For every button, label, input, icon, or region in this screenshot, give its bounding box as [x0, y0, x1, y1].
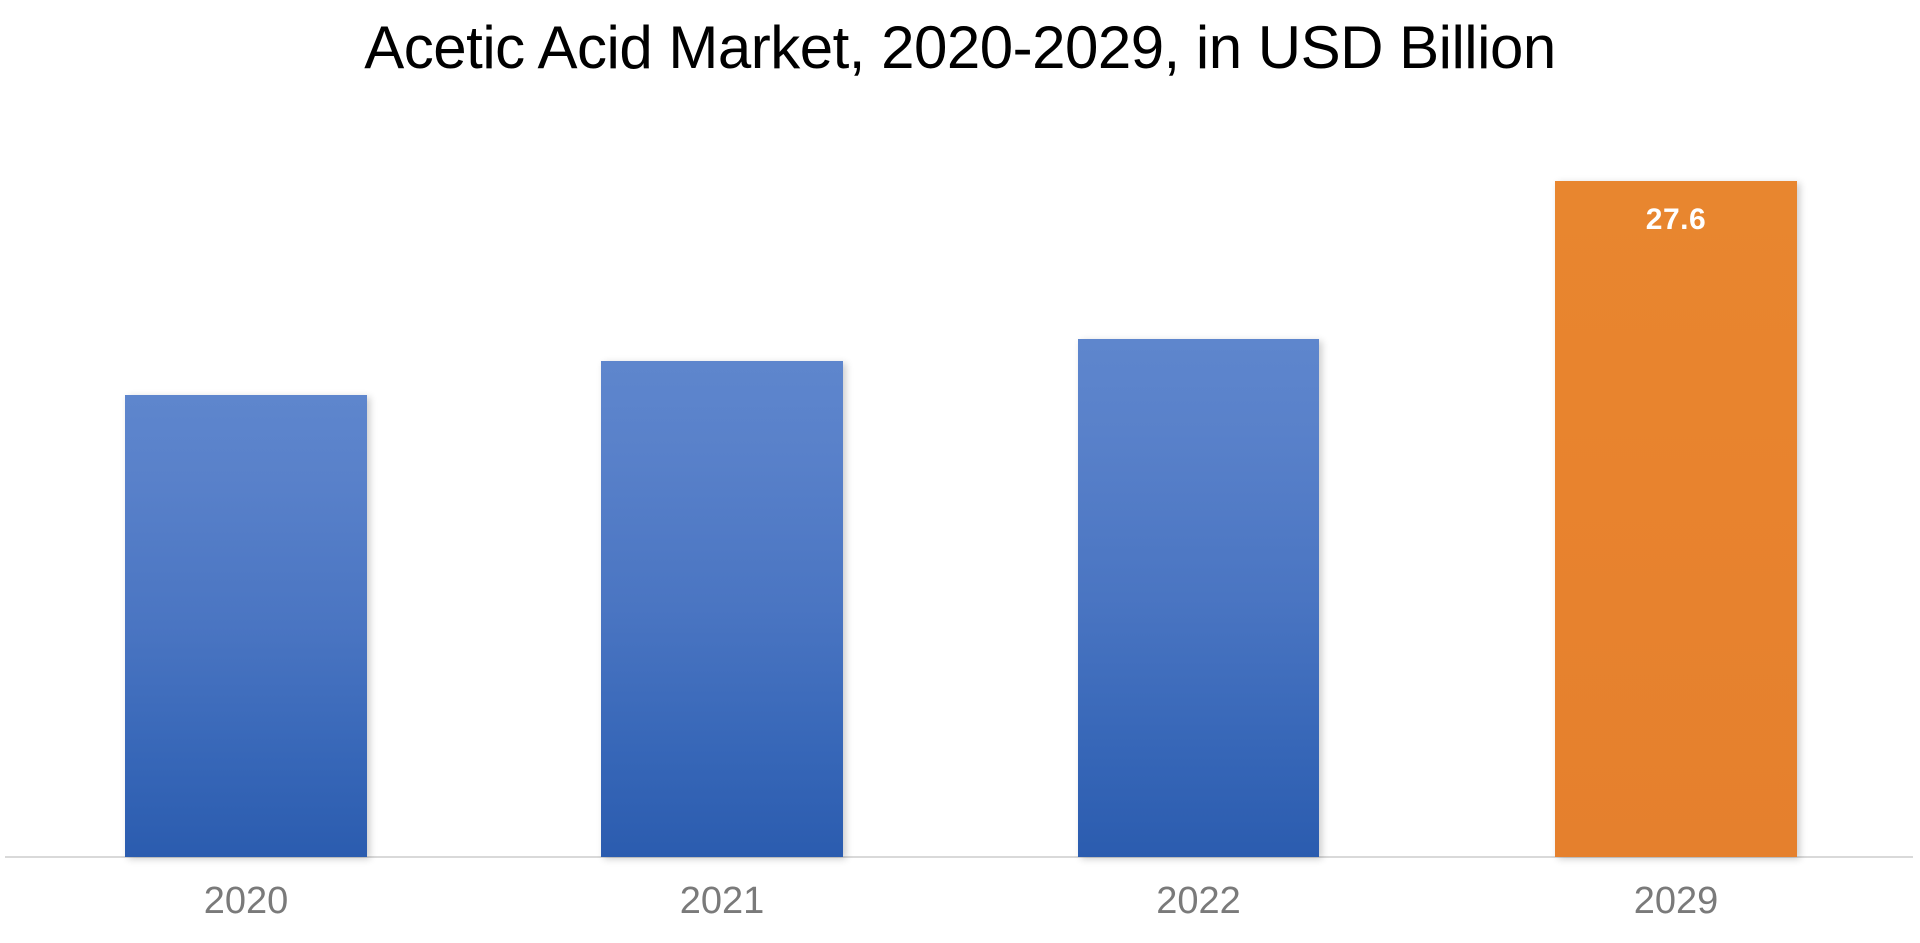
bar-value-label-2029: 27.6	[1645, 203, 1707, 236]
chart-title: Acetic Acid Market, 2020-2029, in USD Bi…	[364, 14, 1556, 81]
bar-group-2021: 2021	[601, 0, 843, 943]
category-label-2020: 2020	[203, 880, 289, 922]
category-label-2029: 2029	[1633, 880, 1719, 922]
bar-2021[interactable]	[601, 361, 843, 857]
bar-group-2029: 27.6 2029	[1555, 0, 1797, 943]
category-label-2022: 2022	[1156, 880, 1241, 922]
bar-group-2020: 2020	[125, 0, 367, 943]
bar-2022[interactable]	[1078, 339, 1319, 857]
bar-group-2022: 2022	[1078, 0, 1319, 943]
x-axis-line	[5, 856, 1913, 858]
bar-2029[interactable]: 27.6	[1555, 181, 1797, 857]
category-label-2021: 2021	[679, 880, 765, 922]
bar-2020[interactable]	[125, 395, 367, 857]
